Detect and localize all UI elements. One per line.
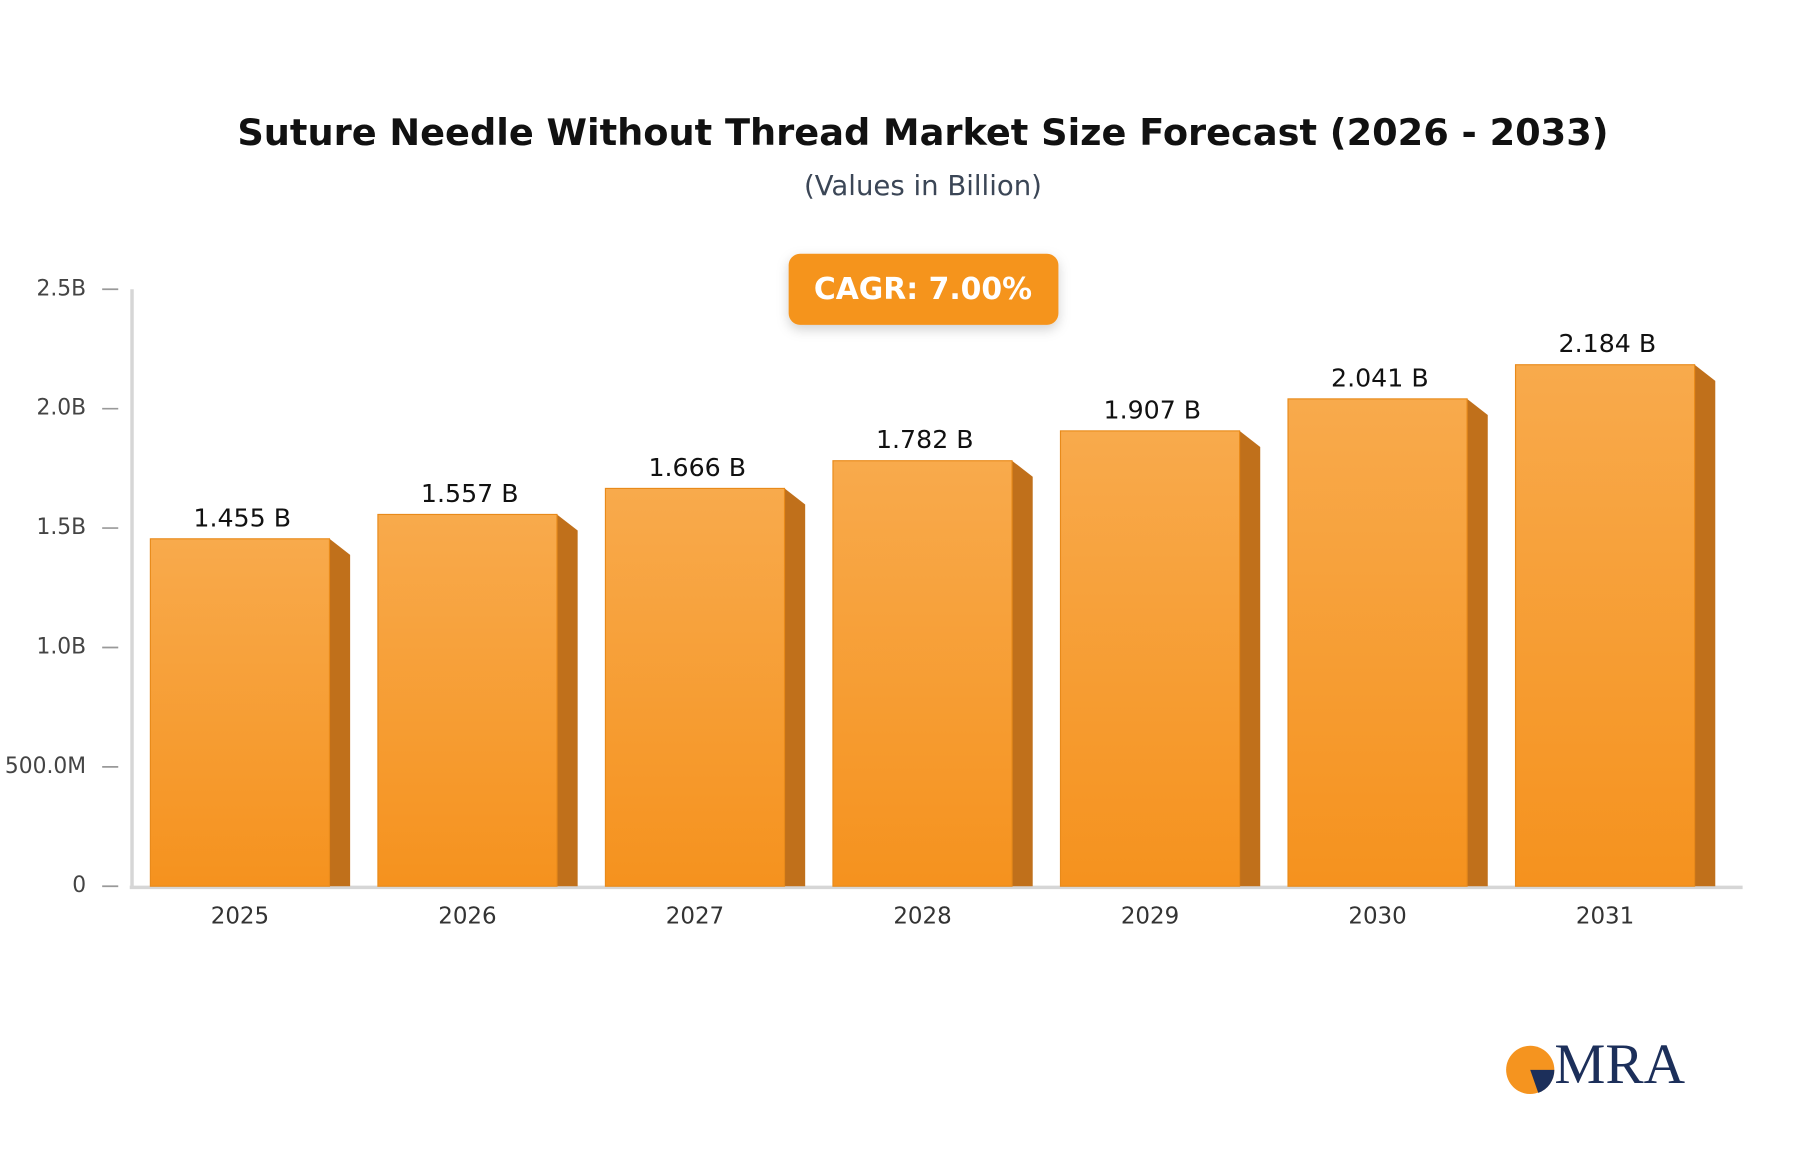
bar-side: [1694, 364, 1716, 887]
logo-text: MRA: [1554, 1033, 1685, 1096]
bar: [1287, 398, 1468, 887]
bar: [1514, 364, 1696, 887]
y-tick-label: 1.0B: [36, 634, 86, 659]
bar: [149, 538, 331, 887]
value-label: 1.455 B: [193, 503, 291, 532]
value-label: 1.782 B: [876, 425, 974, 454]
bar-side: [556, 514, 578, 887]
cagr-badge: [788, 253, 1059, 325]
x-tick-label: 2031: [1576, 904, 1634, 930]
bar-side: [784, 488, 806, 887]
bar: [377, 513, 558, 887]
bar-side: [1012, 460, 1033, 887]
x-tick-label: 2028: [893, 904, 951, 930]
bar-side: [329, 538, 351, 887]
value-label: 1.666 B: [648, 453, 746, 482]
value-label: 2.041 B: [1331, 363, 1429, 392]
bar-side: [1467, 398, 1488, 887]
y-tick-label: 2.0B: [36, 396, 86, 421]
x-tick-label: 2030: [1348, 904, 1406, 930]
x-tick-label: 2029: [1121, 904, 1179, 930]
chart-title: Suture Needle Without Thread Market Size…: [237, 111, 1608, 154]
value-label: 1.557 B: [421, 479, 519, 508]
bar: [832, 460, 1013, 887]
x-tick-label: 2026: [438, 904, 496, 930]
y-tick-label: 0: [72, 873, 86, 898]
x-tick-label: 2027: [666, 904, 724, 930]
bar-side: [1239, 430, 1261, 887]
logo-icon-slice: [1530, 1069, 1555, 1093]
value-label: 2.184 B: [1559, 329, 1657, 358]
value-label: 1.907 B: [1104, 395, 1202, 424]
cagr-label: CAGR: 7.00%: [814, 272, 1032, 307]
y-tick-label: 1.5B: [36, 515, 86, 540]
bar: [604, 487, 786, 887]
logo: MRA: [1506, 1033, 1686, 1096]
bar: [1059, 430, 1241, 887]
y-tick-label: 500.0M: [5, 754, 86, 779]
chart-subtitle: (Values in Billion): [804, 170, 1042, 202]
y-tick-label: 2.5B: [36, 276, 86, 301]
x-tick-label: 2025: [211, 904, 269, 930]
